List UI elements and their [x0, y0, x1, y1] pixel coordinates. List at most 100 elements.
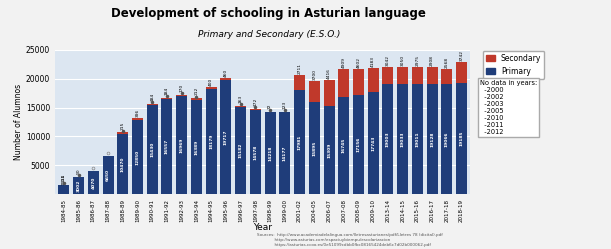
Bar — [323, 80, 335, 106]
Text: 17156: 17156 — [356, 137, 360, 152]
Bar — [206, 89, 217, 194]
Bar — [456, 83, 467, 194]
Text: 396: 396 — [136, 109, 139, 117]
Text: 19185: 19185 — [459, 131, 464, 146]
Bar — [382, 67, 393, 84]
Text: Primary and Secondary (E.S.O.): Primary and Secondary (E.S.O.) — [197, 30, 340, 39]
Bar — [176, 95, 187, 96]
Text: 3042: 3042 — [386, 55, 390, 66]
Bar — [191, 100, 202, 194]
Text: 172: 172 — [254, 98, 257, 106]
Bar — [191, 98, 202, 100]
Text: 18179: 18179 — [209, 134, 213, 149]
Text: 19033: 19033 — [401, 131, 404, 147]
Text: 4070: 4070 — [91, 176, 95, 189]
Text: 2568: 2568 — [445, 57, 449, 68]
Bar — [221, 78, 232, 80]
Text: 4416: 4416 — [327, 68, 331, 79]
Text: 2908: 2908 — [430, 55, 434, 66]
Text: 14177: 14177 — [283, 146, 287, 161]
Text: 16389: 16389 — [194, 139, 199, 155]
Text: 17981: 17981 — [298, 135, 302, 150]
Bar — [147, 104, 158, 105]
Text: 4909: 4909 — [342, 57, 346, 68]
Bar — [132, 120, 143, 194]
Bar — [412, 84, 423, 194]
Text: 10470: 10470 — [121, 156, 125, 172]
Bar — [397, 84, 408, 194]
Text: 15430: 15430 — [150, 142, 154, 157]
Bar — [279, 112, 290, 194]
Bar — [58, 185, 70, 186]
Text: 72: 72 — [268, 103, 272, 109]
Text: 19717: 19717 — [224, 129, 228, 145]
Text: 134: 134 — [62, 174, 66, 182]
Text: 170: 170 — [180, 84, 184, 92]
Bar — [441, 69, 452, 84]
Text: 16969: 16969 — [180, 137, 184, 153]
Bar — [103, 156, 114, 194]
Bar — [412, 67, 423, 84]
Bar — [176, 96, 187, 194]
Text: 17743: 17743 — [371, 135, 375, 151]
Bar — [117, 134, 128, 194]
X-axis label: Year: Year — [253, 223, 273, 233]
Bar — [309, 81, 320, 102]
Text: 50: 50 — [76, 168, 81, 174]
Bar — [161, 98, 172, 99]
Text: 15309: 15309 — [327, 142, 331, 158]
Text: 123: 123 — [283, 101, 287, 109]
Bar — [294, 75, 305, 90]
Bar — [161, 99, 172, 194]
Bar — [221, 80, 232, 194]
Text: 1511: 1511 — [62, 174, 66, 185]
Bar — [117, 132, 128, 134]
Text: 184: 184 — [150, 93, 154, 101]
Text: No data in years:
  -2000
  -2002
  -2003
  -2005
  -2010
  -2011
  -2012: No data in years: -2000 -2002 -2003 -200… — [480, 80, 537, 135]
Legend: Secondary, Primary: Secondary, Primary — [483, 51, 544, 79]
Text: 3700: 3700 — [312, 69, 316, 80]
Text: 19128: 19128 — [430, 131, 434, 147]
Text: 16745: 16745 — [342, 138, 346, 153]
Text: 184: 184 — [165, 86, 169, 95]
Bar — [88, 171, 99, 194]
Text: 15182: 15182 — [239, 143, 243, 158]
Bar — [426, 84, 437, 194]
Bar — [397, 67, 408, 84]
Bar — [323, 106, 335, 194]
Text: 2975: 2975 — [415, 55, 419, 66]
Bar — [353, 68, 364, 95]
Bar — [338, 69, 349, 98]
Text: 16557: 16557 — [165, 139, 169, 154]
Text: 3050: 3050 — [401, 55, 404, 66]
Text: 19066: 19066 — [445, 131, 449, 147]
Text: 2711: 2711 — [298, 63, 302, 74]
Bar — [147, 105, 158, 194]
Bar — [309, 102, 320, 194]
Text: 400: 400 — [209, 78, 213, 86]
Text: 460: 460 — [224, 68, 228, 77]
Bar — [441, 84, 452, 194]
Bar — [368, 67, 379, 92]
Bar — [353, 95, 364, 194]
Bar — [235, 106, 246, 107]
Text: 212: 212 — [194, 87, 199, 95]
Bar — [294, 90, 305, 194]
Text: Sources:  http://www.academiadelalingua.com/lletresasturianes/pdf/Lletres 78 (di: Sources: http://www.academiadelalingua.c… — [257, 233, 442, 247]
Text: 4602: 4602 — [356, 57, 360, 68]
Text: 3742: 3742 — [459, 50, 464, 61]
Bar — [426, 67, 437, 84]
Text: 15895: 15895 — [312, 141, 316, 156]
Text: 14218: 14218 — [268, 145, 272, 161]
Bar — [235, 107, 246, 194]
Text: 163: 163 — [239, 94, 243, 103]
Bar — [132, 118, 143, 120]
Text: 14578: 14578 — [254, 144, 257, 160]
Bar — [265, 112, 276, 194]
Bar — [73, 177, 84, 194]
Text: 6650: 6650 — [106, 169, 110, 181]
Bar — [58, 186, 70, 194]
Text: 4183: 4183 — [371, 56, 375, 67]
Y-axis label: Number of Alumnos: Number of Alumnos — [14, 84, 23, 160]
Text: 3002: 3002 — [76, 180, 81, 192]
